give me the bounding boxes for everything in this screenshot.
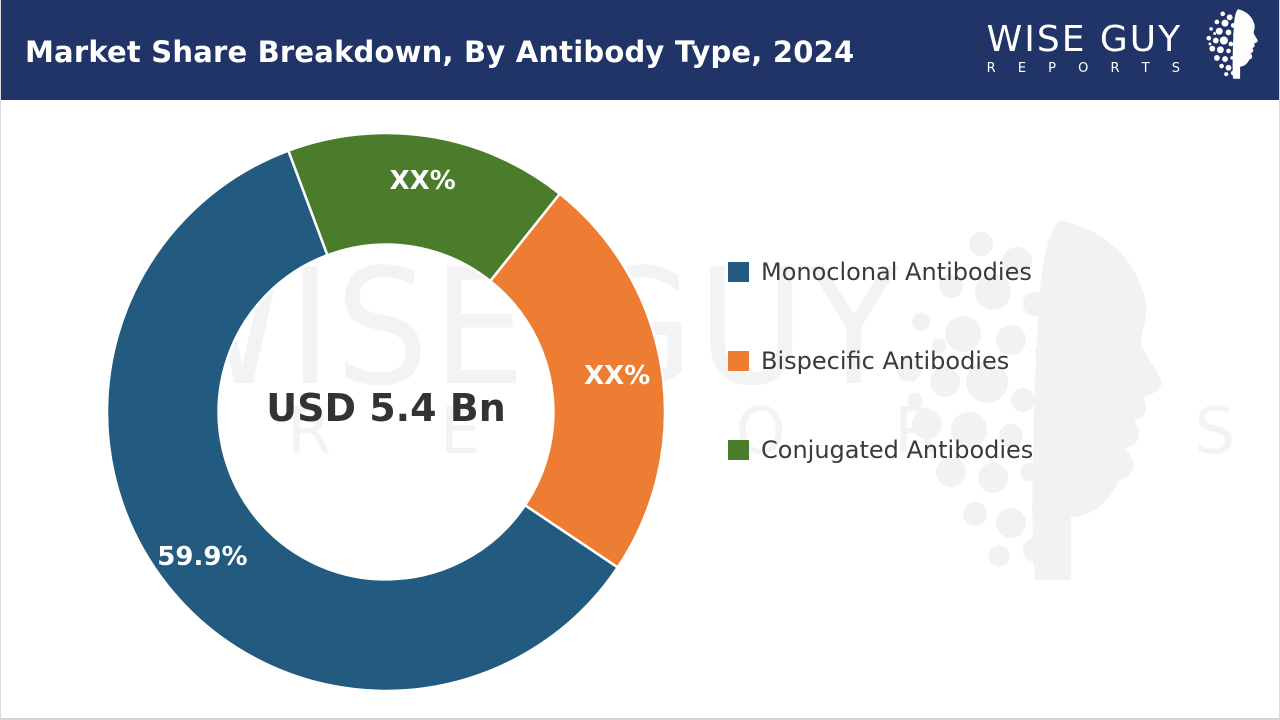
brand-name: WISE GUY (986, 19, 1183, 60)
legend-swatch-bispecific (728, 351, 749, 371)
legend-item-monoclonal: Monoclonal Antibodies (728, 257, 1033, 287)
donut-segment-conjugated (287, 131, 562, 283)
brand-subname: R E P O R T S (986, 61, 1189, 76)
header-bar: Market Share Breakdown, By Antibody Type… (1, 0, 1279, 100)
legend-swatch-conjugated (728, 440, 749, 460)
brand-logo-text: WISE GUY R E P O R T S (987, 20, 1189, 77)
donut-center-value: USD 5.4 Bn (266, 386, 506, 430)
chart-legend: Monoclonal Antibodies Bispecific Antibod… (728, 257, 1033, 524)
donut-segment-bispecific (489, 192, 667, 569)
segment-percentage-label: XX% (584, 361, 650, 391)
legend-label: Conjugated Antibodies (761, 436, 1034, 464)
segment-percentage-label: XX% (390, 166, 456, 196)
legend-label: Monoclonal Antibodies (761, 258, 1032, 286)
brand-face-icon (1206, 9, 1258, 79)
brand-logo: WISE GUY R E P O R T S (987, 0, 1269, 100)
legend-item-bispecific: Bispecific Antibodies (728, 346, 1033, 376)
legend-item-conjugated: Conjugated Antibodies (728, 435, 1033, 465)
legend-label: Bispecific Antibodies (761, 347, 1010, 375)
chart-area: WISE GUY R E P O R T S XX% XX% 59.9% USD 5.… (1, 100, 1279, 718)
donut-chart: XX% XX% 59.9% USD 5.4 Bn (105, 131, 667, 693)
segment-percentage-label: 59.9% (157, 542, 247, 572)
legend-swatch-monoclonal (728, 262, 749, 282)
donut-segment-monoclonal (105, 149, 619, 693)
page-title: Market Share Breakdown, By Antibody Type… (25, 35, 855, 69)
